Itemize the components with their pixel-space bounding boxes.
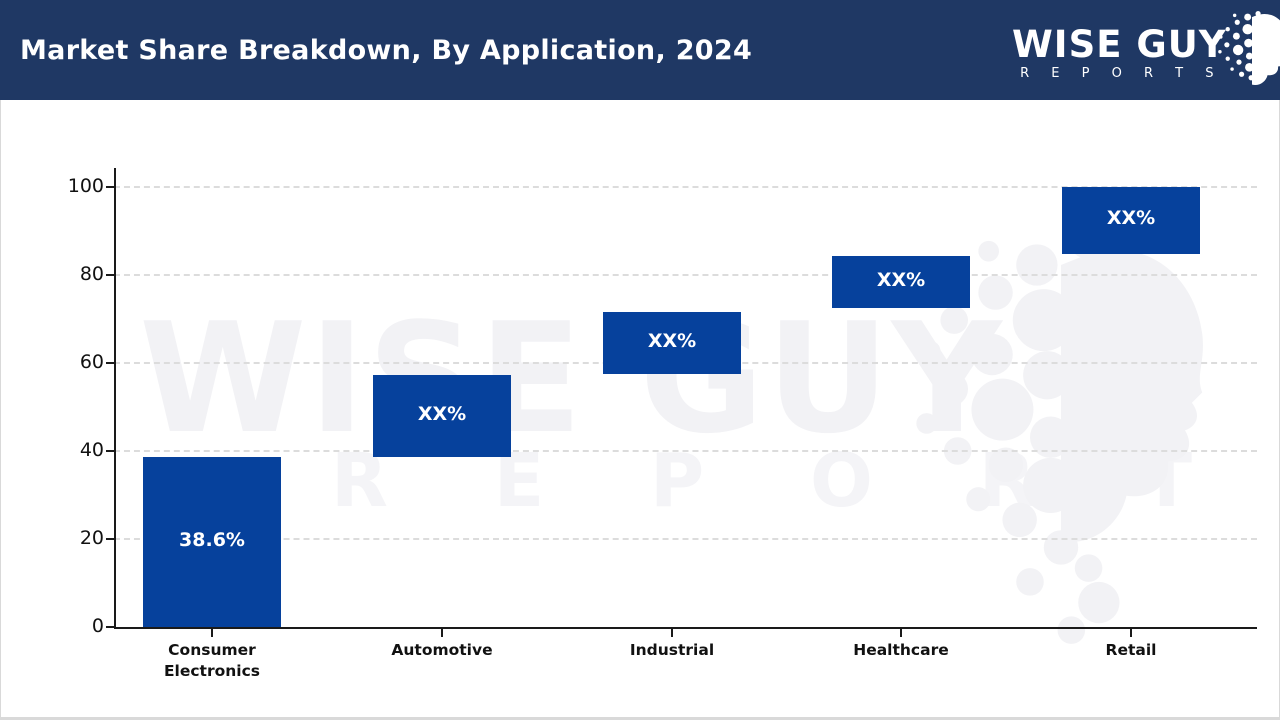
page-title: Market Share Breakdown, By Application, … [20, 34, 753, 66]
y-tick-mark [106, 626, 114, 628]
y-axis-line [114, 168, 116, 629]
bar-value-label: XX% [647, 329, 697, 352]
y-gridline [114, 450, 1257, 452]
watermark-wordmark: WISE GUY [139, 290, 1004, 467]
bar-value-label: 38.6% [179, 529, 245, 552]
y-tick-label: 100 [67, 175, 104, 197]
bar [603, 311, 741, 374]
y-tick-label: 80 [79, 263, 104, 285]
watermark-head-icon [916, 230, 1203, 644]
bar [832, 256, 970, 309]
chart-area: WISE GUY R E P O R T S 02040608010038.6%… [0, 100, 1280, 720]
y-tick-mark [106, 274, 114, 276]
x-category-label: Industrial [629, 641, 715, 659]
logo-wordmark: WISE GUY [1012, 23, 1227, 66]
y-gridline [114, 538, 1257, 540]
y-tick-label: 40 [79, 439, 104, 461]
y-tick-label: 60 [79, 351, 104, 373]
bar [373, 375, 511, 458]
x-tick-mark [211, 629, 213, 637]
y-tick-mark [106, 450, 114, 452]
y-gridline [114, 186, 1257, 188]
bar [1062, 187, 1200, 254]
x-axis-line [114, 627, 1257, 629]
x-category-label: Retail [1105, 641, 1157, 659]
bar-value-label: XX% [876, 269, 926, 292]
y-tick-label: 20 [79, 527, 104, 549]
x-tick-mark [671, 629, 673, 637]
bar [143, 457, 281, 627]
x-tick-mark [441, 629, 443, 637]
x-category-label: Healthcare [853, 641, 949, 659]
wise-guy-reports-logo: WISE GUY R E P O R T S [1012, 8, 1280, 92]
bar-value-label: XX% [1106, 207, 1156, 230]
y-tick-mark [106, 186, 114, 188]
x-tick-mark [1130, 629, 1132, 637]
x-tick-mark [900, 629, 902, 637]
y-tick-mark [106, 538, 114, 540]
x-category-label: Consumer Electronics [163, 641, 261, 680]
dotted-head-icon [1217, 11, 1280, 86]
bar-value-label: XX% [417, 403, 467, 426]
y-tick-label: 0 [91, 615, 104, 637]
logo-text: WISE GUY R E P O R T S [1012, 26, 1227, 80]
x-category-label: Automotive [391, 641, 493, 659]
y-gridline [114, 274, 1257, 276]
y-tick-mark [106, 362, 114, 364]
header-band: Market Share Breakdown, By Application, … [0, 0, 1280, 100]
logo-subtitle: R E P O R T S [1020, 66, 1223, 81]
